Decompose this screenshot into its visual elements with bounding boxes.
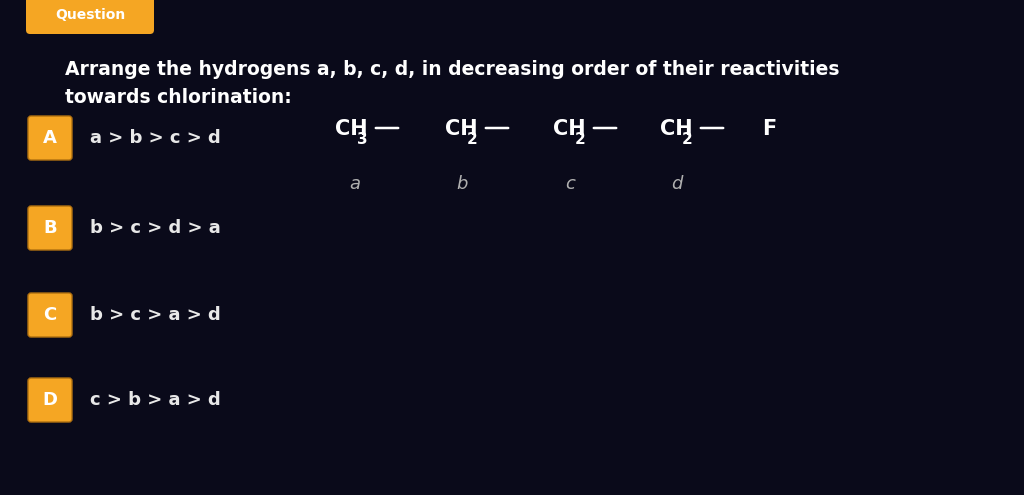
Text: towards chlorination:: towards chlorination: (65, 88, 292, 107)
Text: CH: CH (335, 119, 368, 139)
Text: B: B (43, 219, 56, 237)
Text: Question: Question (55, 8, 125, 22)
Text: d: d (672, 175, 683, 193)
Text: 2: 2 (467, 132, 478, 147)
FancyBboxPatch shape (28, 293, 72, 337)
Text: a > b > c > d: a > b > c > d (90, 129, 221, 147)
Text: A: A (43, 129, 57, 147)
Text: a: a (349, 175, 360, 193)
Text: C: C (43, 306, 56, 324)
Text: b > c > a > d: b > c > a > d (90, 306, 221, 324)
FancyBboxPatch shape (28, 206, 72, 250)
Text: b: b (457, 175, 468, 193)
Text: D: D (43, 391, 57, 409)
Text: b > c > d > a: b > c > d > a (90, 219, 221, 237)
FancyBboxPatch shape (28, 378, 72, 422)
Text: 3: 3 (357, 132, 368, 147)
Text: CH: CH (445, 119, 477, 139)
Text: c > b > a > d: c > b > a > d (90, 391, 221, 409)
FancyBboxPatch shape (28, 116, 72, 160)
Text: 2: 2 (682, 132, 693, 147)
Text: CH: CH (553, 119, 586, 139)
Text: 2: 2 (575, 132, 586, 147)
Text: F: F (762, 119, 776, 139)
Text: c: c (565, 175, 574, 193)
Text: Arrange the hydrogens a, b, c, d, in decreasing order of their reactivities: Arrange the hydrogens a, b, c, d, in dec… (65, 60, 840, 79)
FancyBboxPatch shape (26, 0, 154, 34)
Text: CH: CH (660, 119, 692, 139)
